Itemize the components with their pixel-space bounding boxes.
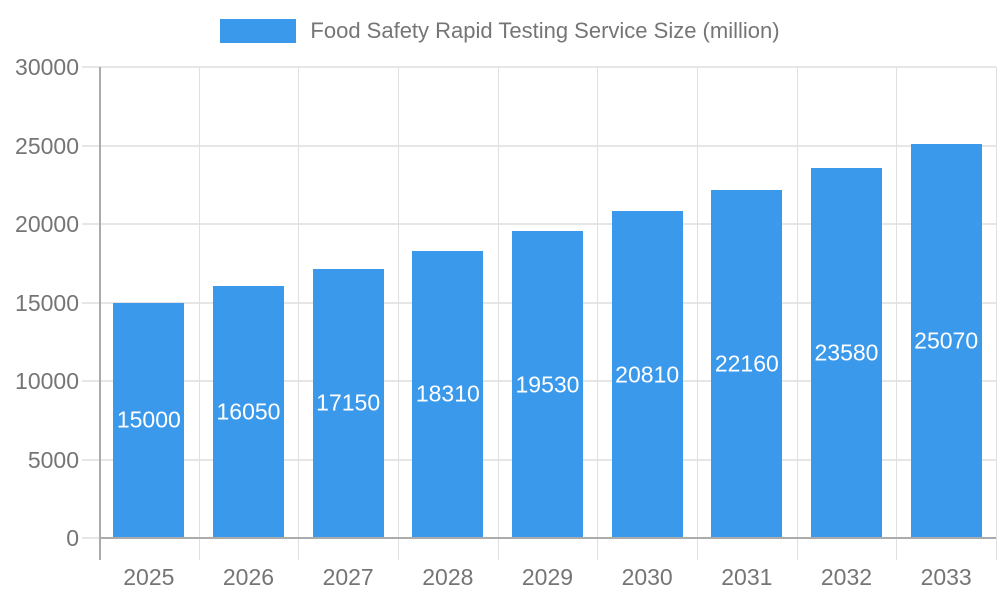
gridline-vertical [896,67,898,560]
gridline-horizontal [82,66,996,68]
x-tick-label: 2032 [820,564,873,590]
gridline-vertical [996,67,997,560]
gridline-vertical [796,67,798,560]
y-tick-label: 10000 [15,368,79,394]
bar-2028[interactable]: 18310 [412,250,484,538]
gridline-vertical [597,67,599,560]
x-axis-labels: 2025 2026 2027 2028 2029 2030 2031 2032 2033 [99,563,996,595]
bar-2032[interactable]: 23580 [811,167,882,538]
bar-value-label: 18310 [415,380,480,407]
x-tick-label: 2027 [322,564,374,590]
bar-value-label: 20810 [615,361,680,388]
legend-swatch[interactable] [220,19,297,43]
x-tick-label: 2026 [222,564,275,590]
x-tick-label: 2029 [521,564,574,590]
x-tick-label: 2028 [422,564,474,590]
bar-value-label: 16050 [216,398,281,425]
y-tick-label: 15000 [15,289,79,316]
bar-value-label: 17150 [316,389,381,416]
y-tick-label: 20000 [15,211,79,237]
bar-2029[interactable]: 19530 [512,231,583,538]
gridline-horizontal [82,223,996,225]
y-axis-line [99,67,101,560]
legend[interactable]: Food Safety Rapid Testing Service Size (… [0,18,1000,44]
x-tick-label: 2030 [621,564,673,590]
y-tick-label: 5000 [27,446,79,473]
gridline-vertical [398,67,399,560]
bar-value-label: 19530 [515,371,580,398]
x-tick-label: 2033 [920,564,972,590]
x-tick-label: 2031 [721,564,773,590]
gridline-vertical [497,67,499,560]
y-tick-label: 30000 [15,54,79,80]
bar-2031[interactable]: 22160 [711,190,783,538]
y-tick-label: 0 [66,525,79,551]
bar-2027[interactable]: 17150 [312,268,384,538]
bar-2025[interactable]: 15000 [113,302,185,538]
gridline-vertical [198,67,200,560]
bar-value-label: 22160 [714,350,779,377]
bar-2030[interactable]: 20810 [611,211,683,538]
plot-area: 15000 16050 17150 18310 19530 20810 22160 23580… [82,66,997,560]
x-tick-label: 2025 [123,564,175,590]
gridline-vertical [298,67,300,560]
y-axis-labels: 0 5000 10000 15000 20000 25000 30000 [0,54,79,551]
bar-value-label: 23580 [814,339,879,366]
bar-2026[interactable]: 16050 [213,286,284,538]
gridline-vertical [697,67,698,560]
legend-label: Food Safety Rapid Testing Service Size (… [310,18,780,43]
y-tick-label: 25000 [15,132,79,159]
gridline-horizontal [82,144,996,147]
bar-value-label: 15000 [116,406,181,433]
bar-2033[interactable]: 25070 [910,144,982,538]
x-axis-line [99,537,996,539]
bar-value-label: 25070 [914,327,979,354]
